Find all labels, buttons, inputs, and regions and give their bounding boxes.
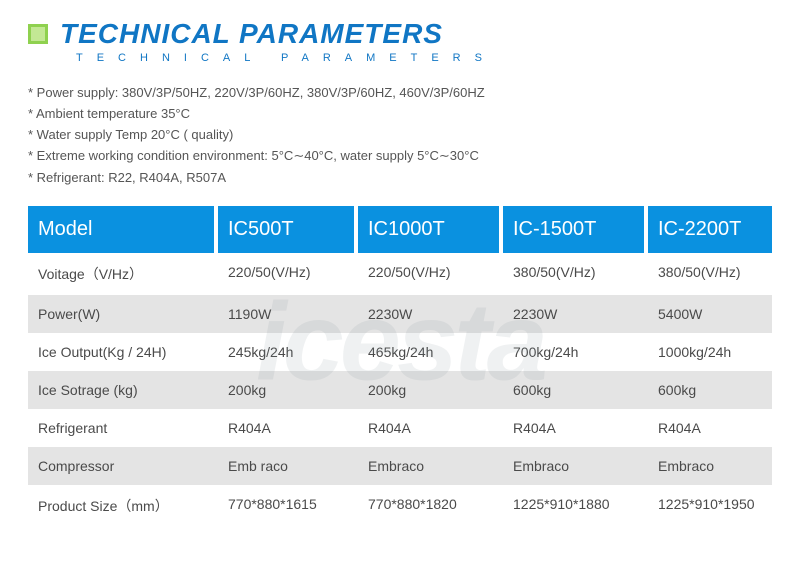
cell: 770*880*1820 [358,485,503,527]
note-item: Power supply: 380V/3P/50HZ, 220V/3P/60HZ… [28,82,772,103]
table-header-row: Model IC500T IC1000T IC-1500T IC-2200T [28,206,772,253]
row-label: Refrigerant [28,409,218,447]
cell: 380/50(V/Hz) [648,253,772,295]
table-row: Compressor Emb raco Embraco Embraco Embr… [28,447,772,485]
cell: R404A [648,409,772,447]
cell: 380/50(V/Hz) [503,253,648,295]
row-label: Power(W) [28,295,218,333]
table-row: Refrigerant R404A R404A R404A R404A [28,409,772,447]
cell: Embraco [648,447,772,485]
col-header: IC-1500T [503,206,648,253]
cell: Emb raco [218,447,358,485]
cell: R404A [358,409,503,447]
cell: R404A [218,409,358,447]
title-block: TECHNICAL PARAMETERS [28,18,772,50]
note-item: Water supply Temp 20°C ( quality) [28,124,772,145]
table-row: Voitage（V/Hz） 220/50(V/Hz) 220/50(V/Hz) … [28,253,772,295]
specs-table: Model IC500T IC1000T IC-1500T IC-2200T V… [28,206,772,527]
row-label: Compressor [28,447,218,485]
col-header: IC500T [218,206,358,253]
note-item: Ambient temperature 35°C [28,103,772,124]
cell: 1225*910*1880 [503,485,648,527]
table-row: Ice Sotrage (kg) 200kg 200kg 600kg 600kg [28,371,772,409]
cell: Embraco [358,447,503,485]
table-row: Ice Output(Kg / 24H) 245kg/24h 465kg/24h… [28,333,772,371]
cell: 600kg [503,371,648,409]
note-item: Extreme working condition environment: 5… [28,145,772,167]
cell: 245kg/24h [218,333,358,371]
square-icon [28,24,48,44]
cell: 220/50(V/Hz) [358,253,503,295]
cell: 1000kg/24h [648,333,772,371]
cell: 770*880*1615 [218,485,358,527]
row-label: Ice Output(Kg / 24H) [28,333,218,371]
cell: 200kg [218,371,358,409]
cell: 200kg [358,371,503,409]
cell: Embraco [503,447,648,485]
cell: 1225*910*1950 [648,485,772,527]
page-container: TECHNICAL PARAMETERS TECHNICAL PARAMETER… [0,0,800,527]
cell: R404A [503,409,648,447]
page-title: TECHNICAL PARAMETERS [60,18,443,50]
table-row: Power(W) 1190W 2230W 2230W 5400W [28,295,772,333]
row-label: Voitage（V/Hz） [28,253,218,295]
note-item: Refrigerant: R22, R404A, R507A [28,167,772,188]
table-row: Product Size（mm） 770*880*1615 770*880*18… [28,485,772,527]
cell: 2230W [503,295,648,333]
notes-list: Power supply: 380V/3P/50HZ, 220V/3P/60HZ… [28,82,772,188]
cell: 220/50(V/Hz) [218,253,358,295]
row-label: Product Size（mm） [28,485,218,527]
row-label: Ice Sotrage (kg) [28,371,218,409]
cell: 2230W [358,295,503,333]
cell: 1190W [218,295,358,333]
col-header-model: Model [28,206,218,253]
page-subtitle: TECHNICAL PARAMETERS [76,52,772,64]
cell: 5400W [648,295,772,333]
cell: 465kg/24h [358,333,503,371]
cell: 600kg [648,371,772,409]
cell: 700kg/24h [503,333,648,371]
col-header: IC1000T [358,206,503,253]
col-header: IC-2200T [648,206,772,253]
